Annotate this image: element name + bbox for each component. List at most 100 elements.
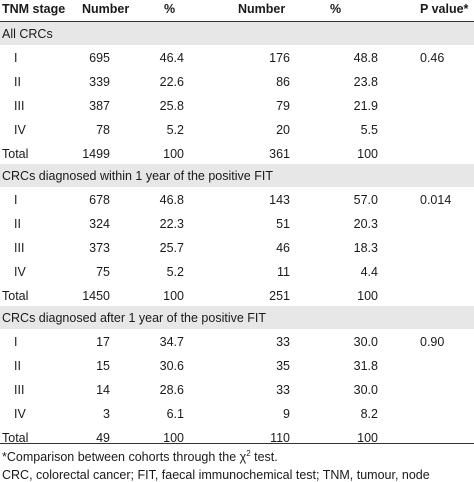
percent-cohort2-cell: 30.0 [353, 335, 378, 349]
percent-cohort1-cell: 22.3 [159, 217, 184, 231]
percent-cohort1-cell: 100 [163, 289, 184, 303]
footnote-text: *Comparison between cohorts through the … [2, 450, 247, 465]
number-cohort1-cell: 695 [89, 51, 110, 65]
number-cohort1-cell: 14 [96, 383, 110, 397]
number-cohort1-cell: 17 [96, 335, 110, 349]
footnote-abbreviations: CRC, colorectal cancer; FIT, faecal immu… [2, 468, 430, 482]
number-cohort1-cell: 387 [89, 99, 110, 113]
percent-cohort1-cell: 34.7 [159, 335, 184, 349]
number-cohort2-cell: 143 [269, 193, 290, 207]
section-title: CRCs diagnosed after 1 year of the posit… [2, 311, 267, 325]
table-row: III 373 25.7 46 18.3 [0, 235, 474, 259]
number-cohort2-cell: 33 [276, 335, 290, 349]
percent-cohort2-cell: 57.0 [353, 193, 378, 207]
percent-cohort1-cell: 22.6 [159, 75, 184, 89]
number-cohort1-cell: 78 [96, 123, 110, 137]
stage-cell: II [14, 359, 21, 373]
percent-cohort2-cell: 23.8 [353, 75, 378, 89]
header-percent-cohort1: % [164, 2, 176, 16]
percent-cohort2-cell: 8.2 [360, 407, 378, 421]
percent-cohort1-cell: 100 [163, 147, 184, 161]
stage-cell: III [14, 383, 25, 397]
number-cohort2-cell: 110 [270, 431, 290, 445]
section-title: CRCs diagnosed within 1 year of the posi… [2, 169, 273, 183]
table-row: II 339 22.6 86 23.8 [0, 69, 474, 93]
table-row: IV 78 5.2 20 5.5 [0, 117, 474, 141]
stage-cell: Total [2, 147, 29, 161]
section-header-row: All CRCs [0, 22, 474, 45]
footnote-abbrev-text: CRC, colorectal cancer; FIT, faecal immu… [2, 468, 430, 482]
number-cohort2-cell: 176 [269, 51, 290, 65]
table-row: I 17 34.7 33 30.0 0.90 [0, 329, 474, 353]
number-cohort2-cell: 9 [283, 407, 290, 421]
p-value-cell: 0.46 [420, 51, 445, 65]
table-row: III 387 25.8 79 21.9 [0, 93, 474, 117]
section-title: All CRCs [2, 27, 53, 41]
number-cohort1-cell: 324 [89, 217, 110, 231]
section-header-row: CRCs diagnosed after 1 year of the posit… [0, 306, 474, 329]
table-row: II 15 30.6 35 31.8 [0, 353, 474, 377]
header-number-cohort1: Number [82, 2, 130, 16]
stage-cell: I [14, 193, 18, 207]
percent-cohort2-cell: 31.8 [353, 359, 378, 373]
header-number-cohort2: Number [238, 2, 286, 16]
table-row: IV 75 5.2 11 4.4 [0, 259, 474, 283]
number-cohort1-cell: 339 [89, 75, 110, 89]
table-row-total: Total 1499 100 361 100 [0, 141, 474, 165]
percent-cohort1-cell: 100 [163, 431, 184, 445]
percent-cohort2-cell: 100 [357, 289, 378, 303]
footnote-text-end: test. [250, 450, 278, 465]
stage-cell: III [14, 241, 25, 255]
percent-cohort1-cell: 6.1 [166, 407, 184, 421]
number-cohort2-cell: 20 [276, 123, 290, 137]
stage-cell: III [14, 99, 25, 113]
p-value-cell: 0.014 [420, 193, 452, 207]
percent-cohort1-cell: 30.6 [159, 359, 184, 373]
percent-cohort2-cell: 4.4 [360, 265, 378, 279]
percent-cohort1-cell: 5.2 [166, 123, 184, 137]
table-row: I 695 46.4 176 48.8 0.46 [0, 45, 474, 69]
percent-cohort1-cell: 25.8 [159, 99, 184, 113]
p-value-cell: 0.90 [420, 335, 445, 349]
percent-cohort2-cell: 100 [357, 147, 378, 161]
percent-cohort2-cell: 18.3 [353, 241, 378, 255]
number-cohort1-cell: 1499 [82, 147, 110, 161]
number-cohort2-cell: 35 [276, 359, 290, 373]
number-cohort1-cell: 15 [96, 359, 110, 373]
stage-cell: IV [14, 123, 26, 137]
header-rule [0, 21, 474, 22]
number-cohort1-cell: 49 [96, 431, 110, 445]
percent-cohort2-cell: 48.8 [353, 51, 378, 65]
number-cohort2-cell: 46 [276, 241, 290, 255]
percent-cohort1-cell: 28.6 [159, 383, 184, 397]
header-row: TNM stage Number% Number% P value* [0, 0, 474, 20]
table-row-total: Total 1450 100 251 100 [0, 283, 474, 307]
number-cohort2-cell: 11 [277, 265, 290, 279]
header-p-value: P value* [420, 2, 469, 16]
number-cohort2-cell: 251 [269, 289, 290, 303]
percent-cohort1-cell: 5.2 [166, 265, 184, 279]
stage-cell: Total [2, 431, 29, 445]
number-cohort2-cell: 79 [276, 99, 290, 113]
stage-cell: II [14, 217, 21, 231]
percent-cohort1-cell: 46.4 [159, 51, 184, 65]
stage-cell: I [14, 51, 18, 65]
stage-cell: II [14, 75, 21, 89]
footnote-superscript: 2 [246, 449, 251, 458]
number-cohort1-cell: 373 [89, 241, 110, 255]
table-row: III 14 28.6 33 30.0 [0, 377, 474, 401]
table-row: II 324 22.3 51 20.3 [0, 211, 474, 235]
number-cohort2-cell: 361 [269, 147, 290, 161]
percent-cohort2-cell: 21.9 [353, 99, 378, 113]
percent-cohort1-cell: 25.7 [159, 241, 184, 255]
stage-cell: IV [14, 407, 26, 421]
number-cohort2-cell: 51 [276, 217, 290, 231]
number-cohort2-cell: 33 [276, 383, 290, 397]
number-cohort1-cell: 678 [89, 193, 110, 207]
percent-cohort2-cell: 5.5 [360, 123, 378, 137]
stage-cell: IV [14, 265, 26, 279]
section-header-row: CRCs diagnosed within 1 year of the posi… [0, 164, 474, 187]
table-row: IV 3 6.1 9 8.2 [0, 401, 474, 425]
stage-cell: I [14, 335, 18, 349]
number-cohort1-cell: 1450 [82, 289, 110, 303]
